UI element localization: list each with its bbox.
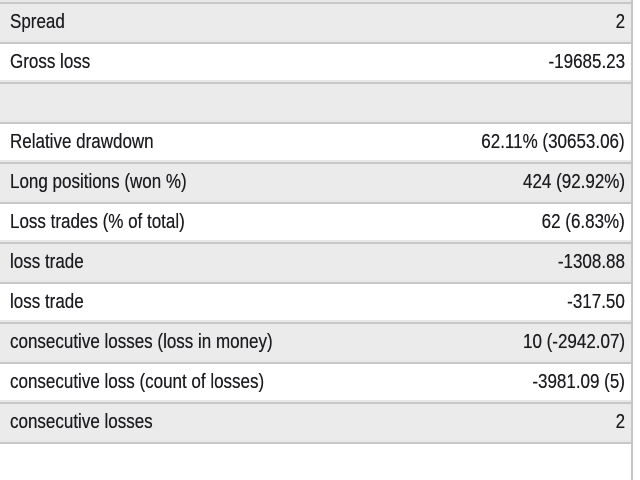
table-row: consecutive losses 2 xyxy=(0,404,631,440)
row-separator xyxy=(0,400,631,404)
row-label: consecutive losses xyxy=(10,411,153,433)
table-row-empty xyxy=(0,84,631,120)
row-label: loss trade xyxy=(10,251,84,273)
row-value: 10 (-2942.07) xyxy=(522,331,625,353)
row-separator xyxy=(0,40,631,44)
row-value: 62.11% (30653.06) xyxy=(481,131,625,153)
row-separator xyxy=(0,160,631,164)
table-row: loss trade -317.50 xyxy=(0,284,631,320)
row-value: -19685.23 xyxy=(548,51,625,73)
table-row: Gross loss -19685.23 xyxy=(0,44,631,80)
table-row: loss trade -1308.88 xyxy=(0,244,631,280)
row-value: -1308.88 xyxy=(557,251,625,273)
table-row: Relative drawdown 62.11% (30653.06) xyxy=(0,124,631,160)
row-label: Relative drawdown xyxy=(10,131,154,153)
table-row: Spread 2 xyxy=(0,4,631,40)
row-value: -317.50 xyxy=(567,291,625,313)
row-separator xyxy=(0,320,631,324)
row-separator xyxy=(0,440,631,444)
row-value: 62 (6.83%) xyxy=(541,211,625,233)
bottom-whitespace xyxy=(0,444,631,476)
row-separator xyxy=(0,120,631,124)
row-value: 424 (92.92%) xyxy=(522,171,625,193)
row-separator xyxy=(0,360,631,364)
table-row: consecutive loss (count of losses) -3981… xyxy=(0,364,631,400)
row-label: Long positions (won %) xyxy=(10,171,187,193)
row-separator xyxy=(0,80,631,84)
table-row: Loss trades (% of total) 62 (6.83%) xyxy=(0,204,631,240)
table-row: Long positions (won %) 424 (92.92%) xyxy=(0,164,631,200)
row-value: 2 xyxy=(615,411,625,433)
row-value: -3981.09 (5) xyxy=(532,371,625,393)
table-row: consecutive losses (loss in money) 10 (-… xyxy=(0,324,631,360)
row-separator xyxy=(0,280,631,284)
row-separator xyxy=(0,240,631,244)
row-separator xyxy=(0,200,631,204)
row-label: Loss trades (% of total) xyxy=(10,211,185,233)
row-label: loss trade xyxy=(10,291,84,313)
row-label: Spread xyxy=(10,11,65,33)
row-separator xyxy=(0,0,631,4)
row-value: 2 xyxy=(615,11,625,33)
row-label: Gross loss xyxy=(10,51,91,73)
row-label: consecutive losses (loss in money) xyxy=(10,331,273,353)
row-label: consecutive loss (count of losses) xyxy=(10,371,265,393)
